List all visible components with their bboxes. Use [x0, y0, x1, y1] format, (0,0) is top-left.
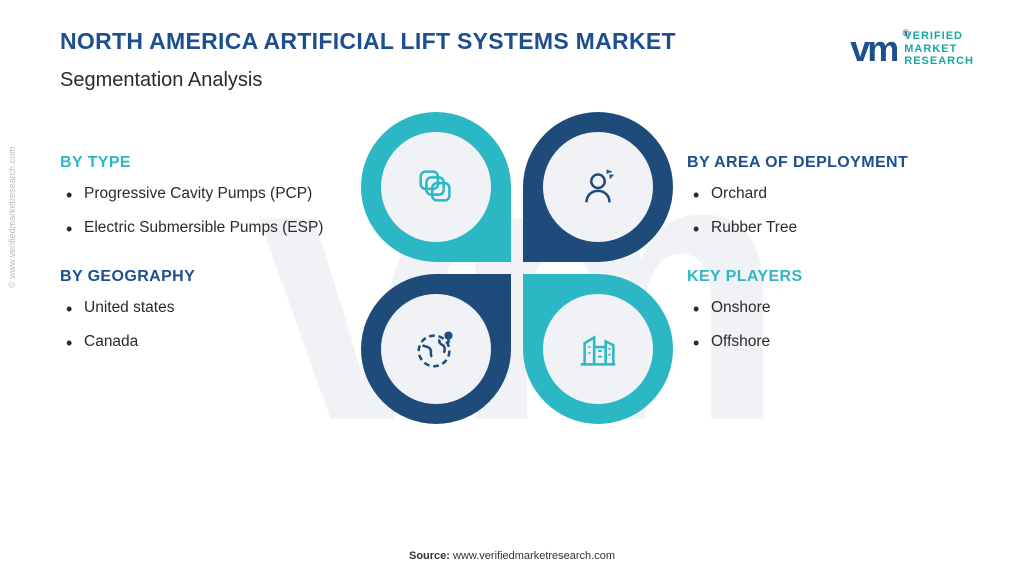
header: NORTH AMERICA ARTIFICIAL LIFT SYSTEMS MA… [60, 28, 974, 92]
petal-inner [381, 294, 491, 404]
segment-deployment: BY AREA OF DEPLOYMENT Orchard Rubber Tre… [687, 154, 974, 240]
list-item: Rubber Tree [693, 216, 974, 240]
list-item: Canada [66, 330, 347, 354]
petal-shape [523, 274, 673, 424]
stack-icon [413, 164, 459, 210]
segment-list: United states Canada [60, 296, 347, 354]
list-item: Orchard [693, 182, 974, 206]
brand-logo: vm VERIFIED MARKET RESEARCH [850, 28, 974, 70]
petal-shape [361, 274, 511, 424]
logo-line: VERIFIED [904, 30, 974, 43]
logo-line: MARKET [904, 43, 974, 56]
segment-title: BY AREA OF DEPLOYMENT [687, 154, 974, 172]
source-value: www.verifiedmarketresearch.com [453, 550, 615, 562]
segment-list: Progressive Cavity Pumps (PCP) Electric … [60, 182, 347, 240]
segment-title: KEY PLAYERS [687, 268, 974, 286]
list-item: Offshore [693, 330, 974, 354]
petal-geography [361, 274, 511, 424]
page-title: NORTH AMERICA ARTIFICIAL LIFT SYSTEMS MA… [60, 28, 676, 55]
petal-deployment [523, 112, 673, 262]
segment-list: Orchard Rubber Tree [687, 182, 974, 240]
segment-geography: BY GEOGRAPHY United states Canada [60, 268, 347, 354]
list-item: Onshore [693, 296, 974, 320]
petal-players [523, 274, 673, 424]
logo-mark: vm [850, 28, 896, 70]
page-subtitle: Segmentation Analysis [60, 69, 676, 92]
petal-diagram [357, 108, 677, 428]
segment-title: BY TYPE [60, 154, 347, 172]
right-column: BY AREA OF DEPLOYMENT Orchard Rubber Tre… [677, 154, 974, 382]
globe-icon [413, 326, 459, 372]
petal-shape [361, 112, 511, 262]
list-item: Electric Submersible Pumps (ESP) [66, 216, 347, 240]
petal-inner [543, 132, 653, 242]
infographic-container: NORTH AMERICA ARTIFICIAL LIFT SYSTEMS MA… [0, 0, 1024, 576]
logo-text: VERIFIED MARKET RESEARCH [904, 30, 974, 68]
segment-type: BY TYPE Progressive Cavity Pumps (PCP) E… [60, 154, 347, 240]
source-line: Source: www.verifiedmarketresearch.com [409, 550, 615, 562]
content-row: BY TYPE Progressive Cavity Pumps (PCP) E… [60, 108, 974, 428]
petal-inner [381, 132, 491, 242]
building-icon [575, 326, 621, 372]
petal-inner [543, 294, 653, 404]
logo-line: RESEARCH [904, 55, 974, 68]
list-item: United states [66, 296, 347, 320]
title-block: NORTH AMERICA ARTIFICIAL LIFT SYSTEMS MA… [60, 28, 676, 92]
petal-type [361, 112, 511, 262]
petal-shape [523, 112, 673, 262]
list-item: Progressive Cavity Pumps (PCP) [66, 182, 347, 206]
left-column: BY TYPE Progressive Cavity Pumps (PCP) E… [60, 154, 357, 382]
person-icon [575, 164, 621, 210]
segment-list: Onshore Offshore [687, 296, 974, 354]
segment-players: KEY PLAYERS Onshore Offshore [687, 268, 974, 354]
source-label: Source: [409, 550, 450, 562]
segment-title: BY GEOGRAPHY [60, 268, 347, 286]
